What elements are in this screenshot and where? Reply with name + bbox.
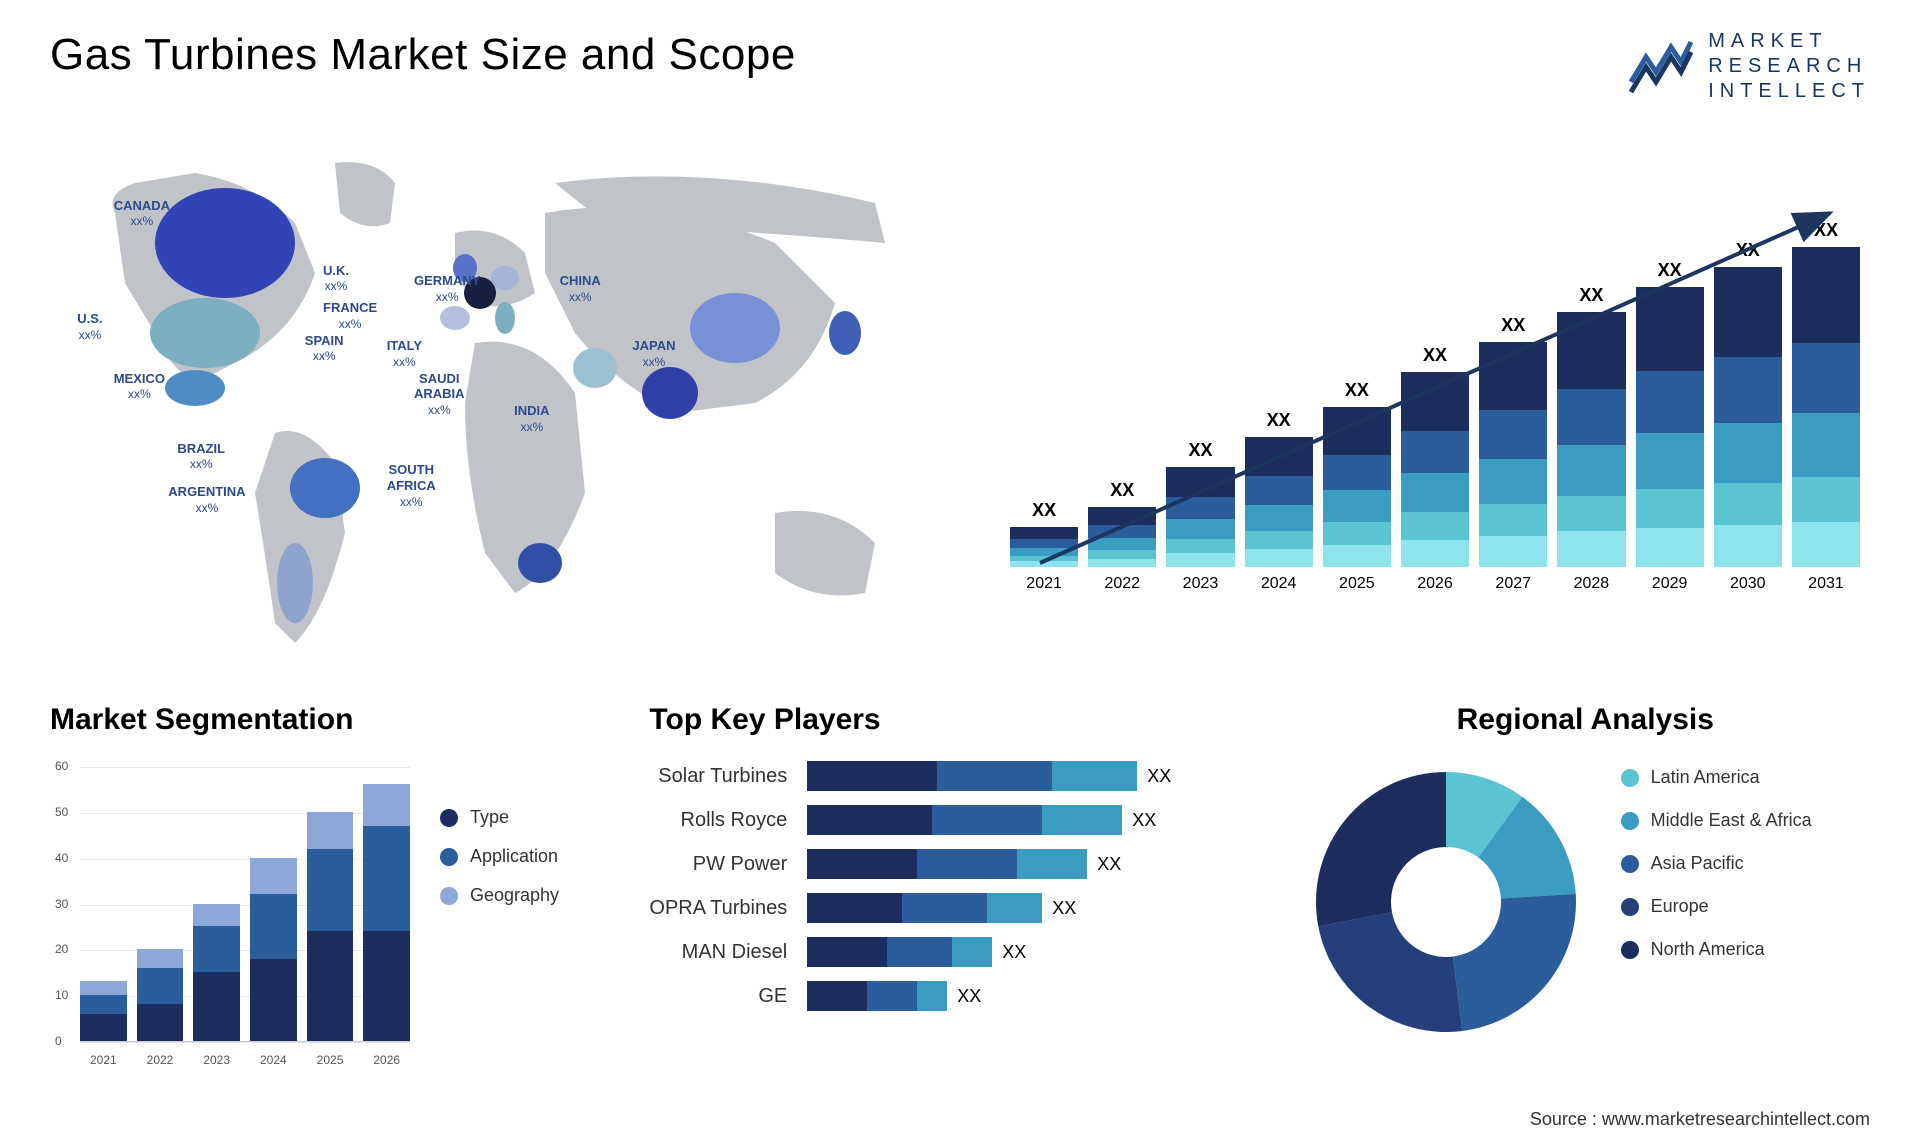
logo-text-3: INTELLECT <box>1708 80 1870 103</box>
growth-bar-2029: XX2029 <box>1636 260 1704 593</box>
seg-legend-application: Application <box>440 846 559 867</box>
map-label-italy: ITALYxx% <box>387 338 422 369</box>
donut-seg-north-america <box>1316 772 1446 926</box>
player-bars: XX XX XX XX XX XX <box>807 757 1270 1011</box>
seg-bar-2021 <box>80 981 127 1041</box>
segmentation-title: Market Segmentation <box>50 703 619 737</box>
map-label-france: FRANCExx% <box>323 300 377 331</box>
map-brazil <box>290 458 360 518</box>
growth-bar-2030: XX2030 <box>1714 240 1782 593</box>
player-label-rolls-royce: Rolls Royce <box>681 805 788 835</box>
map-argentina <box>277 543 313 623</box>
player-bar-ge: XX <box>807 981 1270 1011</box>
map-germany <box>491 266 519 290</box>
brand-logo: MARKET RESEARCH INTELLECT <box>1626 30 1870 103</box>
player-label-opra-turbines: OPRA Turbines <box>649 893 787 923</box>
donut-seg-europe <box>1318 912 1462 1032</box>
regional-legend-europe: Europe <box>1621 896 1812 917</box>
player-label-pw-power: PW Power <box>693 849 787 879</box>
map-southafrica <box>518 543 562 583</box>
seg-legend-geography: Geography <box>440 885 559 906</box>
player-label-solar-turbines: Solar Turbines <box>658 761 787 791</box>
map-usa <box>150 298 260 368</box>
growth-bar-2023: XX2023 <box>1166 440 1234 593</box>
map-label-argentina: ARGENTINAxx% <box>168 484 245 515</box>
page-title: Gas Turbines Market Size and Scope <box>50 30 796 80</box>
regional-legend-middle-east---africa: Middle East & Africa <box>1621 810 1812 831</box>
map-label-china: CHINAxx% <box>560 273 601 304</box>
growth-bar-2027: XX2027 <box>1479 315 1547 593</box>
map-label-brazil: BRAZILxx% <box>177 441 225 472</box>
map-canada <box>155 188 295 298</box>
logo-icon <box>1626 37 1696 97</box>
source-text: Source : www.marketresearchintellect.com <box>1530 1109 1870 1130</box>
map-svg <box>50 133 960 673</box>
seg-legend-type: Type <box>440 807 559 828</box>
map-label-germany: GERMANYxx% <box>414 273 480 304</box>
map-label-spain: SPAINxx% <box>305 333 344 364</box>
player-label-man-diesel: MAN Diesel <box>682 937 788 967</box>
player-label-ge: GE <box>758 981 787 1011</box>
map-label-southafrica: SOUTHAFRICAxx% <box>387 462 436 509</box>
growth-bar-2021: XX2021 <box>1010 500 1078 593</box>
map-label-japan: JAPANxx% <box>632 338 675 369</box>
growth-bar-2025: XX2025 <box>1323 380 1391 593</box>
map-label-uk: U.K.xx% <box>323 263 349 294</box>
players-title: Top Key Players <box>649 703 1270 737</box>
map-label-canada: CANADAxx% <box>114 198 170 229</box>
map-saudi <box>573 348 617 388</box>
segmentation-legend: Type Application Geography <box>440 757 559 1067</box>
growth-bar-2026: XX2026 <box>1401 345 1469 593</box>
world-map: CANADAxx% U.S.xx% MEXICOxx% BRAZILxx% ARGENT… <box>50 133 960 673</box>
map-label-mexico: MEXICOxx% <box>114 371 165 402</box>
map-mexico <box>165 370 225 406</box>
seg-bar-2023 <box>193 904 240 1041</box>
logo-text-2: RESEARCH <box>1708 55 1870 78</box>
logo-text-1: MARKET <box>1708 30 1870 53</box>
player-labels: Solar Turbines Rolls Royce PW Power OPRA Tu… <box>649 757 787 1011</box>
growth-bar-2028: XX2028 <box>1557 285 1625 593</box>
map-spain <box>440 306 470 330</box>
regional-title: Regional Analysis <box>1301 703 1870 737</box>
regional-legend-latin-america: Latin America <box>1621 767 1812 788</box>
growth-bar-2024: XX2024 <box>1245 410 1313 593</box>
seg-bar-2022 <box>137 949 184 1041</box>
segmentation-chart: 0102030405060 202120222023202420252026 <box>50 757 410 1067</box>
map-china <box>690 293 780 363</box>
seg-bar-2024 <box>250 858 297 1041</box>
growth-bar-2031: XX2031 <box>1792 220 1860 593</box>
map-italy <box>495 302 515 334</box>
seg-bar-2025 <box>307 812 354 1041</box>
regional-legend-asia-pacific: Asia Pacific <box>1621 853 1812 874</box>
player-bar-solar-turbines: XX <box>807 761 1270 791</box>
regional-legend-north-america: North America <box>1621 939 1812 960</box>
map-label-saudiarabia: SAUDIARABIAxx% <box>414 371 465 418</box>
player-bar-pw-power: XX <box>807 849 1270 879</box>
seg-bar-2026 <box>363 784 410 1041</box>
player-bar-opra-turbines: XX <box>807 893 1270 923</box>
map-label-india: INDIAxx% <box>514 403 549 434</box>
donut-seg-asia-pacific <box>1452 894 1575 1031</box>
growth-bar-2022: XX2022 <box>1088 480 1156 593</box>
map-india <box>642 367 698 419</box>
player-bar-man-diesel: XX <box>807 937 1270 967</box>
growth-chart: XX2021XX2022XX2023XX2024XX2025XX2026XX20… <box>1000 133 1870 673</box>
map-japan <box>829 311 861 355</box>
regional-legend: Latin America Middle East & Africa Asia Pa… <box>1621 757 1812 960</box>
player-bar-rolls-royce: XX <box>807 805 1270 835</box>
map-label-us: U.S.xx% <box>77 311 102 342</box>
regional-donut <box>1301 757 1591 1047</box>
